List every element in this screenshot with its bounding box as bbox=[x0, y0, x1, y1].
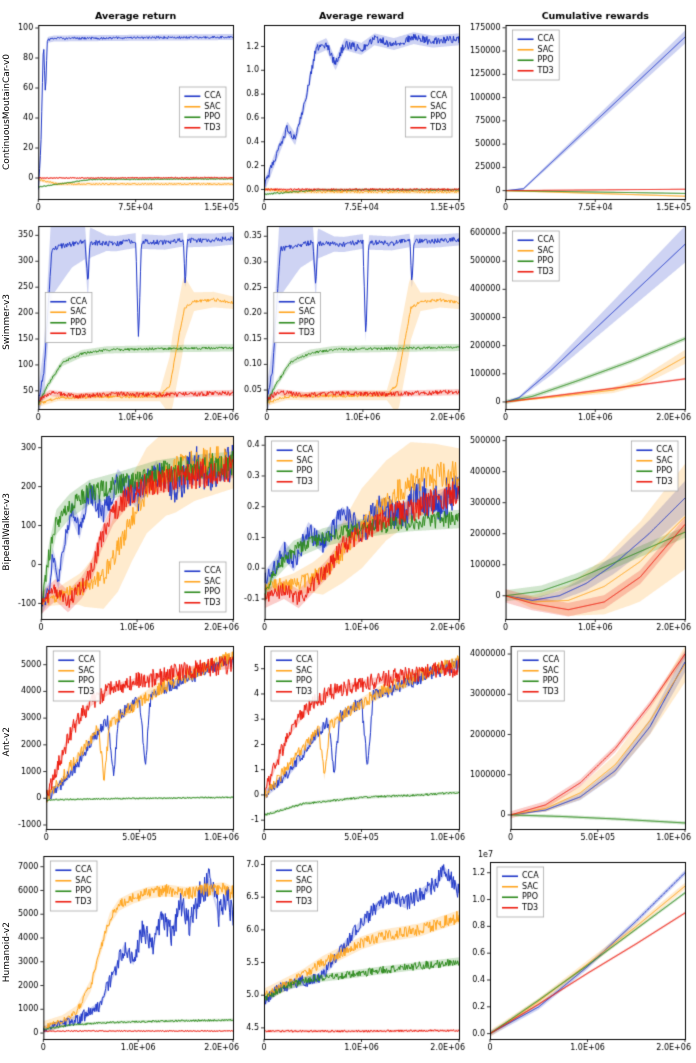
chart-canvas-0-1 bbox=[240, 8, 466, 216]
row-charts bbox=[14, 848, 692, 1056]
chart-canvas-4-1 bbox=[240, 848, 466, 1056]
chart-canvas-1-0 bbox=[14, 218, 240, 426]
row-humanoid-v2: Humanoid-v2 bbox=[0, 848, 696, 1056]
row-label: ContinuousMoutainCar-v0 bbox=[0, 8, 14, 216]
chart-canvas-1-1 bbox=[240, 218, 466, 426]
chart-canvas-2-0 bbox=[14, 428, 240, 636]
row-charts bbox=[14, 8, 692, 216]
row-label: Humanoid-v2 bbox=[0, 848, 14, 1056]
row-label: Swimmer-v3 bbox=[0, 218, 14, 426]
chart-canvas-4-0 bbox=[14, 848, 240, 1056]
row-continuousmoutaincar-v0: ContinuousMoutainCar-v0 bbox=[0, 8, 696, 216]
row-label: Ant-v2 bbox=[0, 638, 14, 846]
chart-canvas-2-1 bbox=[240, 428, 466, 636]
row-swimmer-v3: Swimmer-v3 bbox=[0, 218, 696, 426]
row-label-text: ContinuousMoutainCar-v0 bbox=[2, 53, 12, 171]
row-label-text: Swimmer-v3 bbox=[2, 294, 12, 350]
row-label: BipedalWalker-v3 bbox=[0, 428, 14, 636]
chart-canvas-3-0 bbox=[14, 638, 240, 846]
row-bipedalwalker-v3: BipedalWalker-v3 bbox=[0, 428, 696, 636]
row-label-text: Humanoid-v2 bbox=[2, 921, 12, 983]
row-charts bbox=[14, 218, 692, 426]
chart-canvas-3-2 bbox=[466, 638, 692, 846]
chart-canvas-0-2 bbox=[466, 8, 692, 216]
chart-canvas-1-2 bbox=[466, 218, 692, 426]
chart-canvas-0-0 bbox=[14, 8, 240, 216]
chart-canvas-4-2 bbox=[466, 848, 692, 1056]
row-charts bbox=[14, 428, 692, 636]
row-label-text: BipedalWalker-v3 bbox=[2, 493, 12, 571]
row-ant-v2: Ant-v2 bbox=[0, 638, 696, 846]
chart-canvas-2-2 bbox=[466, 428, 692, 636]
row-label-text: Ant-v2 bbox=[2, 727, 12, 757]
chart-canvas-3-1 bbox=[240, 638, 466, 846]
row-charts bbox=[14, 638, 692, 846]
